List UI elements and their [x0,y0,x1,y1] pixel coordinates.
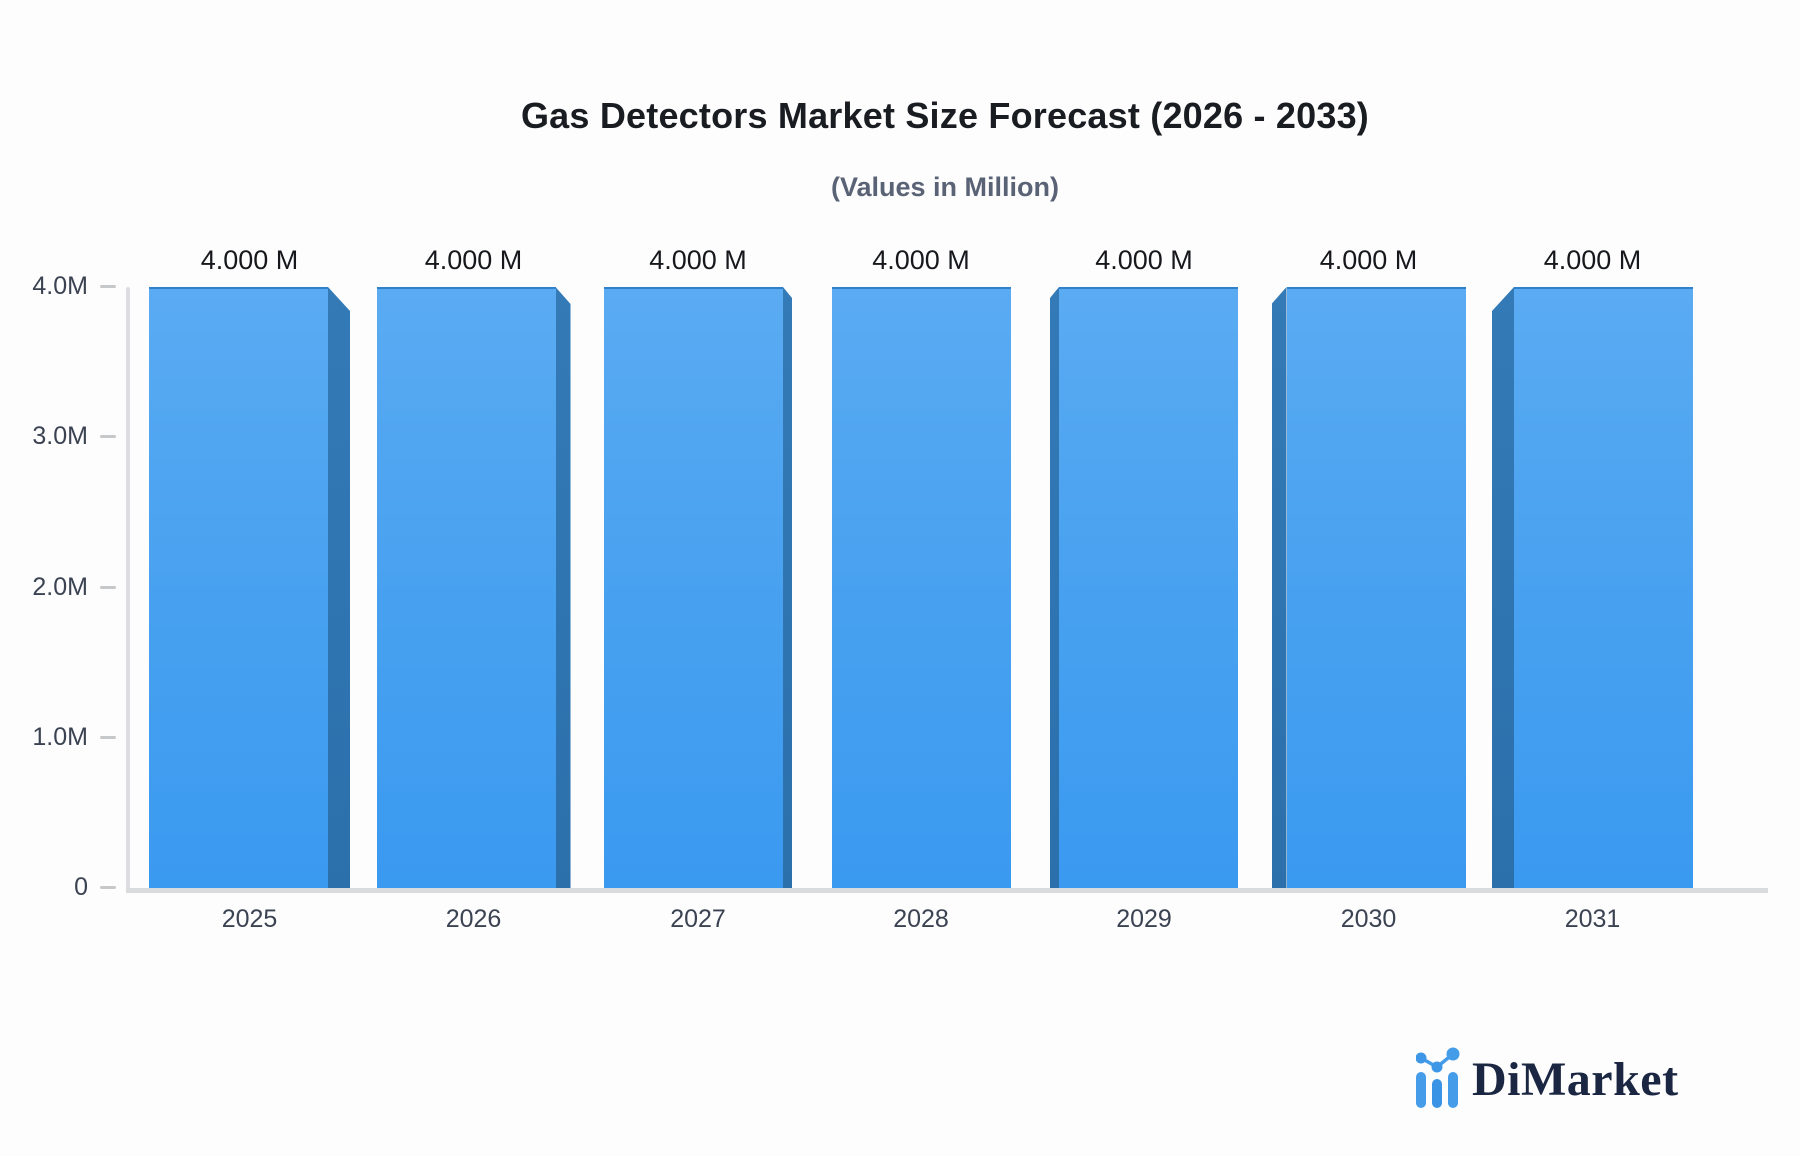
y-tick-dash [100,435,116,439]
bar-group: 4.000 M 2029 [1050,0,1238,1156]
y-tick-label: 0 [74,873,88,901]
bar-group: 4.000 M 2030 [1271,0,1466,1156]
y-tick-label: 1.0M [32,722,88,751]
x-axis-category-label: 2029 [1116,905,1172,933]
bar[interactable] [1514,287,1693,888]
chart-title: Gas Detectors Market Size Forecast (2026… [520,95,1369,136]
bar-group: 4.000 M 2027 [604,0,792,1156]
y-tick-label: 3.0M [32,422,88,451]
bar-value-label: 4.000 M [1095,245,1193,275]
bar[interactable] [831,287,1011,888]
x-axis-category-label: 2031 [1564,905,1621,933]
bar-side-face [328,287,350,888]
bar-value-label: 4.000 M [872,245,970,275]
bar-group: 4.000 M 2025 [149,0,350,1156]
bar[interactable] [149,287,328,888]
bar[interactable] [604,287,783,888]
bar-value-label: 4.000 M [1319,245,1418,275]
brand-name: DiMarket [1472,1053,1679,1106]
x-axis-category-label: 2025 [221,905,278,933]
x-axis-category-label: 2030 [1340,905,1397,933]
y-tick-dash [100,585,116,589]
bar-side-face [555,287,571,888]
bar-value-label: 4.000 M [649,245,747,275]
bar-value-label: 4.000 M [1543,245,1642,275]
chart-subtitle: (Values in Million) [830,172,1060,202]
y-tick-label: 4.0M [32,272,88,300]
x-axis-category-label: 2028 [893,905,949,933]
y-tick-dash [100,285,116,288]
bar-side-face [1492,287,1514,888]
bar-side-face [1050,287,1059,888]
bar-side-face [1271,287,1287,888]
bar-line-chart-icon [1416,1047,1460,1108]
bar-group: 4.000 M 2028 [831,0,1011,1156]
y-axis-line [126,287,130,890]
bar-side-face [783,287,792,888]
x-axis-category-label: 2026 [445,905,502,933]
brand-footer: DiMarket [1416,1038,1679,1110]
y-tick-dash [100,886,116,889]
bar[interactable] [1059,287,1238,888]
bar-group: 4.000 M 2031 [1492,0,1693,1156]
bar-group: 4.000 M 2026 [376,0,571,1156]
bar-value-label: 4.000 M [424,245,523,275]
bar[interactable] [376,287,556,888]
y-tick-dash [100,735,116,739]
x-axis-line [126,888,1768,893]
bar-value-label: 4.000 M [200,245,299,275]
y-tick-label: 2.0M [32,572,88,601]
bar[interactable] [1286,287,1466,888]
x-axis-category-label: 2027 [670,905,726,933]
